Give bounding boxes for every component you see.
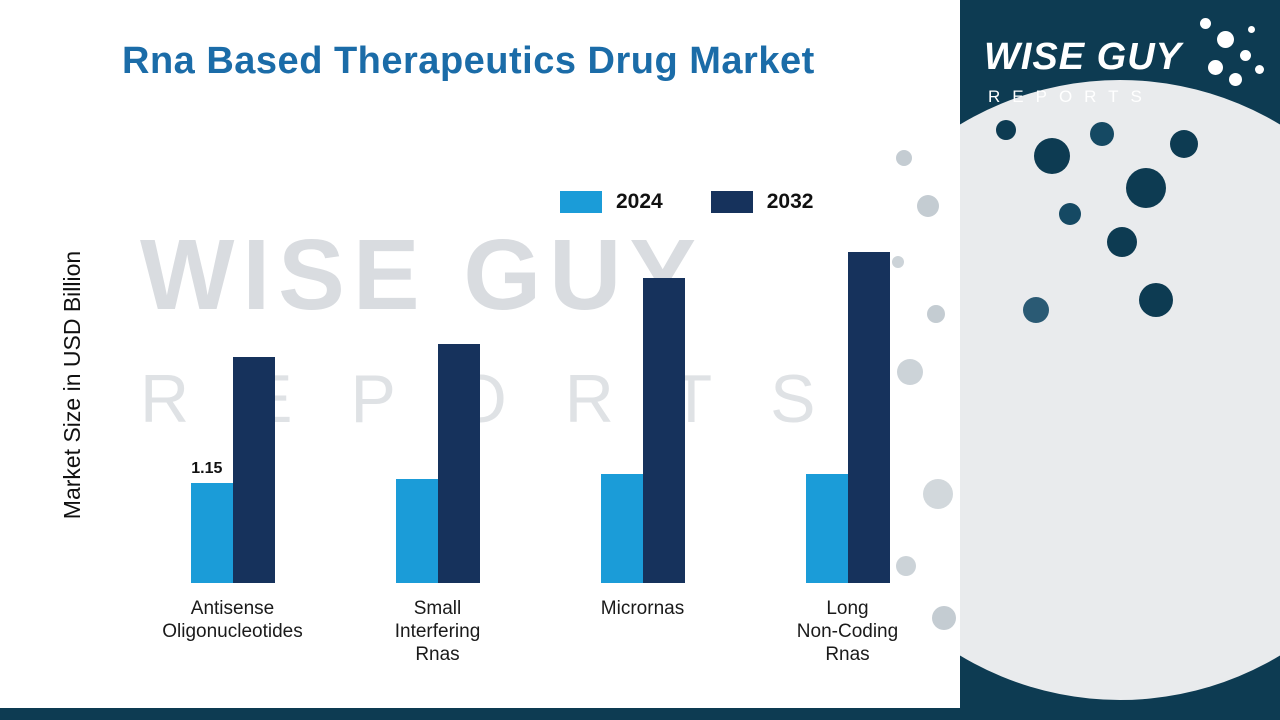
legend-label-2032: 2032 [766,190,814,213]
bar-group: Micrornas [600,200,685,619]
bar-value-label: 1.15 [191,460,223,477]
category-label: Long Non-Coding Rnas [796,598,899,665]
head-silhouette-graphic [960,80,1280,700]
decorative-navy-dots [996,120,1016,140]
plot-area: 1.15 Antisense Oligonucleotides Small Inte… [130,200,950,665]
bar-pair [600,278,685,583]
bar-2032 [232,357,275,583]
bar-group: Long Non-Coding Rnas [797,200,898,665]
decorative-gray-dots [896,150,912,166]
bar-2024 [395,479,438,583]
bar-2024 [805,474,848,583]
legend-label-2024: 2024 [616,190,663,213]
legend: 2024 2032 [560,190,813,214]
bar-pair: 1.15 [190,357,275,583]
bar-pair [805,252,890,583]
brand-subtext: REPORTS [988,87,1154,106]
brand-wordmark: WISE GUY [984,36,1183,78]
legend-item-2032: 2032 [710,190,814,214]
y-axis-label: Market Size in USD Billion [59,250,85,520]
brand-logo: WISE GUY REPORTS [984,36,1182,107]
bar-pair [395,344,480,583]
category-label: Antisense Oligonucleotides [162,598,303,642]
legend-item-2024: 2024 [560,190,663,214]
bar-group: 1.15 Antisense Oligonucleotides [162,200,303,642]
bar-chart: 1.15 Antisense Oligonucleotides Small Inte… [130,200,950,665]
bar-2024 [600,474,643,583]
brand-panel: WISE GUY REPORTS [960,0,1280,720]
bar-2032 [847,252,890,583]
category-label: Micrornas [600,598,685,619]
page-title: Rna Based Therapeutics Drug Market [122,40,815,82]
bar-2032 [642,278,685,583]
bar-group: Small Interfering Rnas [395,200,480,665]
bottom-accent-bar [0,708,1280,720]
decorative-white-dots [1200,18,1211,29]
legend-swatch-2032 [710,191,753,213]
category-label: Small Interfering Rnas [394,598,481,665]
bar-2032 [437,344,480,583]
legend-swatch-2024 [560,191,602,213]
bar-2024: 1.15 [190,460,233,583]
